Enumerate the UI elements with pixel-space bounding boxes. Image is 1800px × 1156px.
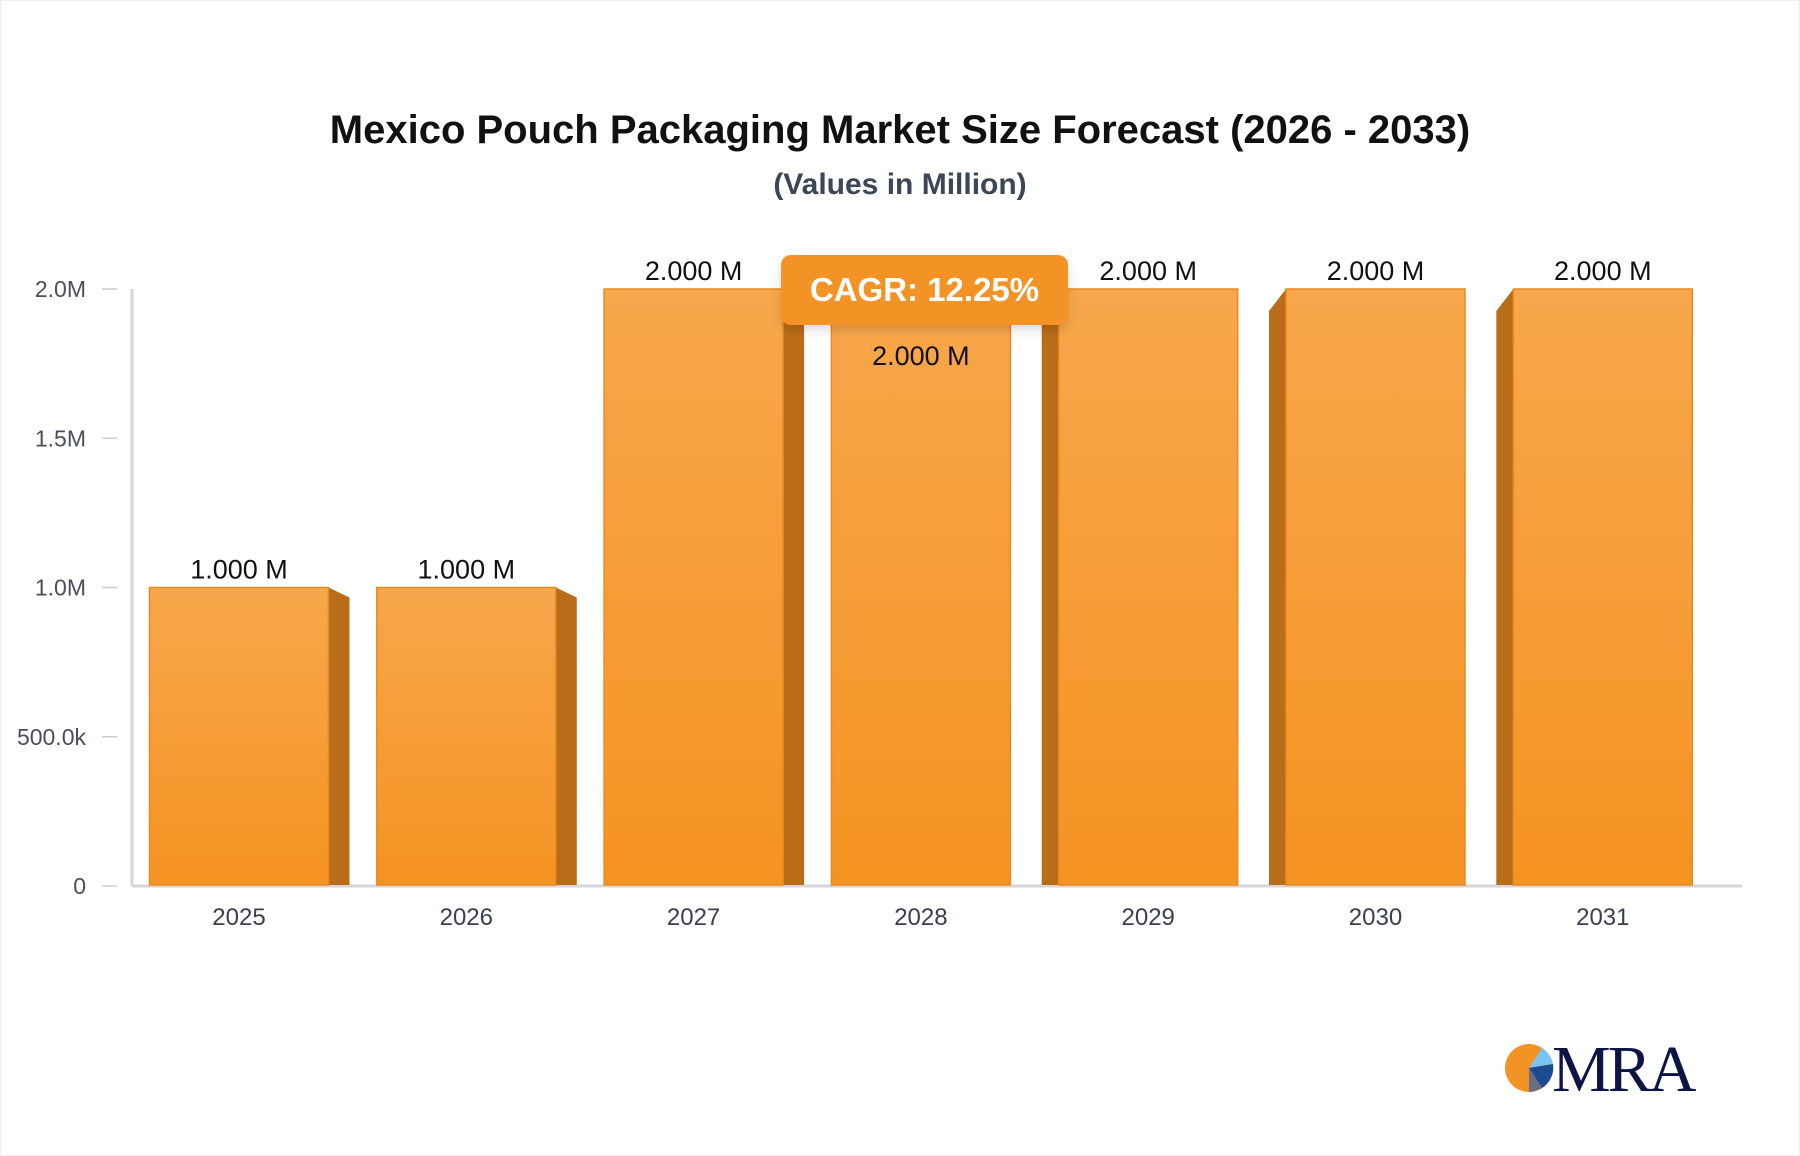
- y-tick-label: 1.0M: [35, 575, 86, 601]
- bar-2027: [603, 288, 784, 886]
- bar-2031: [1512, 288, 1694, 886]
- data-label: 1.000 M: [418, 555, 516, 585]
- x-tick-label: 2027: [667, 904, 720, 931]
- bar-2029: [1057, 288, 1239, 886]
- data-label: 2.000 M: [645, 256, 743, 286]
- bar-2028: [830, 288, 1012, 886]
- y-tick-label: 500.0k: [17, 724, 87, 750]
- data-label: 2.000 M: [1099, 256, 1197, 286]
- bar-side: [1269, 289, 1286, 885]
- chart-title: Mexico Pouch Packaging Market Size Forec…: [329, 108, 1471, 152]
- pie-logo-icon: [1505, 1044, 1554, 1092]
- cagr-badge: CAGR: 12.25%: [781, 255, 1068, 325]
- bar-2025: [148, 586, 330, 886]
- y-tick-label: 0: [73, 873, 86, 899]
- bar-side: [555, 587, 577, 885]
- bar-2026: [376, 586, 557, 886]
- bar-2030: [1285, 288, 1466, 886]
- data-label: 2.000 M: [1554, 256, 1652, 286]
- bar-side: [783, 289, 805, 885]
- data-label: 2.000 M: [1327, 256, 1425, 286]
- data-label: 1.000 M: [190, 555, 288, 585]
- logo-text: MRA: [1552, 1033, 1696, 1106]
- bar-side: [1496, 289, 1514, 885]
- x-tick-label: 2029: [1122, 904, 1175, 931]
- bar-side: [1041, 289, 1059, 885]
- y-tick-label: 2.0M: [35, 276, 86, 302]
- y-tick-label: 1.5M: [35, 425, 86, 451]
- data-label: 2.000 M: [872, 341, 970, 371]
- x-tick-label: 2026: [440, 904, 493, 931]
- x-tick-label: 2030: [1349, 904, 1402, 931]
- x-tick-label: 2025: [212, 904, 265, 931]
- mra-logo: MRA: [1504, 1033, 1704, 1106]
- chart-subtitle: (Values in Million): [773, 168, 1027, 201]
- bar-side: [328, 587, 350, 885]
- x-tick-label: 2028: [894, 904, 947, 931]
- x-tick-label: 2031: [1576, 904, 1629, 931]
